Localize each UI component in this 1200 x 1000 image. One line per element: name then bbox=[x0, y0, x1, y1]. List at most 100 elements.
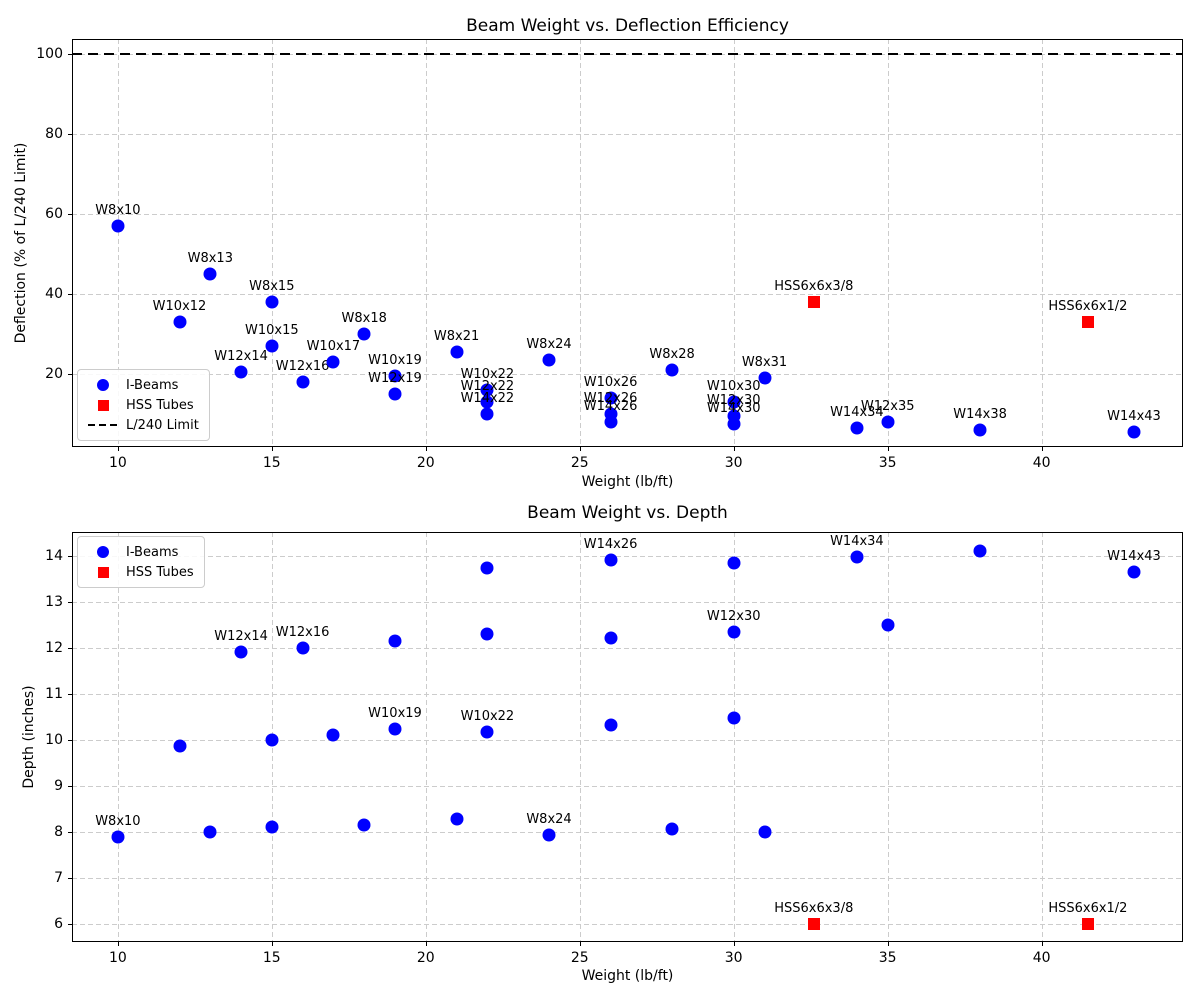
y-tick-mark bbox=[68, 877, 72, 879]
deflection-x-axis-label: Weight (lb/ft) bbox=[581, 474, 674, 490]
y-tick-mark bbox=[68, 214, 72, 215]
data-point bbox=[807, 917, 820, 930]
point-annotation: W8x10 bbox=[95, 813, 141, 829]
data-point bbox=[807, 296, 820, 308]
x-gridline bbox=[579, 39, 581, 447]
data-point bbox=[388, 369, 402, 383]
point-annotation: HSS6x6x1/2 bbox=[1048, 299, 1128, 314]
x-tick-label: 30 bbox=[724, 950, 743, 966]
x-tick-label: 40 bbox=[1032, 455, 1051, 471]
x-tick-label: 10 bbox=[108, 950, 127, 966]
y-tick-mark bbox=[68, 374, 72, 375]
point-annotation: W14x34 bbox=[830, 533, 884, 549]
data-point bbox=[480, 383, 494, 397]
x-gridline bbox=[117, 532, 119, 942]
data-point bbox=[727, 711, 741, 725]
depth-plot-area: W8x10 W12x14 W12x16 W10x19 W10x22 W8x24 W14x26… bbox=[72, 532, 1183, 942]
legend-item: I-Beams bbox=[88, 375, 199, 395]
data-point bbox=[604, 391, 618, 405]
x-tick-mark bbox=[887, 447, 889, 451]
x-tick-mark bbox=[271, 942, 273, 946]
data-point bbox=[480, 407, 494, 421]
point-annotation: W10x15 bbox=[244, 323, 299, 338]
legend-label: L/240 Limit bbox=[126, 417, 199, 433]
data-point bbox=[326, 728, 340, 742]
legend-swatch-shape bbox=[88, 424, 118, 426]
point-annotation: W12x26 bbox=[583, 391, 638, 406]
x-tick-label: 15 bbox=[262, 455, 281, 471]
point-annotation: HSS6x6x3/8 bbox=[774, 900, 854, 916]
legend: I-Beams HSS Tubes bbox=[77, 536, 205, 588]
point-annotation: W12x35 bbox=[860, 399, 915, 414]
point-annotation: W10x19 bbox=[368, 353, 422, 368]
x-tick-mark bbox=[271, 447, 273, 451]
x-tick-label: 35 bbox=[878, 950, 897, 966]
y-gridline bbox=[72, 831, 1183, 833]
data-point bbox=[850, 550, 864, 564]
y-gridline bbox=[72, 647, 1183, 649]
point-annotation: W12x14 bbox=[214, 349, 268, 364]
y-gridline bbox=[72, 785, 1183, 787]
legend-swatch-shape bbox=[97, 566, 109, 578]
x-tick-mark bbox=[117, 447, 119, 451]
depth-y-axis-label: Depth (inches) bbox=[21, 685, 37, 789]
point-annotation: W12x30 bbox=[706, 393, 761, 408]
x-tick-mark bbox=[1041, 942, 1043, 946]
x-tick-mark bbox=[887, 942, 889, 946]
data-point bbox=[326, 355, 340, 369]
y-gridline bbox=[72, 693, 1183, 695]
x-tick-mark bbox=[579, 942, 581, 946]
y-gridline bbox=[72, 739, 1183, 741]
legend-label: HSS Tubes bbox=[126, 397, 194, 413]
x-tick-label: 35 bbox=[878, 455, 897, 471]
data-point bbox=[604, 718, 618, 732]
x-tick-mark bbox=[579, 447, 581, 451]
y-tick-label: 20 bbox=[45, 366, 63, 382]
data-point bbox=[1081, 917, 1094, 930]
data-point bbox=[881, 415, 895, 429]
data-point bbox=[604, 631, 618, 645]
data-point bbox=[604, 553, 618, 567]
x-tick-mark bbox=[733, 942, 735, 946]
x-tick-label: 20 bbox=[416, 950, 435, 966]
data-point bbox=[727, 395, 741, 409]
deflection-chart-title: Beam Weight vs. Deflection Efficiency bbox=[466, 16, 789, 36]
point-annotation: W8x18 bbox=[341, 311, 387, 326]
axes-frame bbox=[72, 532, 1183, 942]
point-annotation: HSS6x6x1/2 bbox=[1048, 900, 1128, 916]
y-tick-label: 10 bbox=[45, 731, 63, 748]
y-tick-mark bbox=[68, 294, 72, 295]
data-point bbox=[480, 725, 494, 739]
point-annotation: W12x30 bbox=[706, 609, 761, 625]
x-gridline bbox=[887, 39, 889, 447]
point-annotation: W8x13 bbox=[187, 251, 233, 266]
point-annotation: HSS6x6x3/8 bbox=[774, 279, 854, 294]
data-point bbox=[480, 395, 494, 409]
point-annotation: W8x15 bbox=[249, 279, 295, 294]
data-point bbox=[604, 415, 618, 429]
data-point bbox=[203, 825, 217, 839]
x-tick-label: 25 bbox=[570, 950, 589, 966]
y-gridline bbox=[72, 134, 1183, 135]
point-annotation: W12x16 bbox=[275, 625, 330, 641]
y-tick-mark bbox=[68, 601, 72, 603]
legend-swatch-shape bbox=[97, 546, 109, 558]
y-tick-mark bbox=[68, 555, 72, 557]
data-point bbox=[296, 375, 310, 389]
circle-marker-icon bbox=[88, 546, 118, 558]
data-point bbox=[480, 561, 494, 575]
data-point bbox=[111, 830, 125, 844]
y-gridline bbox=[72, 374, 1183, 375]
y-tick-mark bbox=[68, 785, 72, 787]
point-annotation: W14x26 bbox=[583, 399, 638, 414]
y-tick-label: 8 bbox=[54, 823, 63, 840]
x-tick-mark bbox=[733, 447, 735, 451]
deflection-plot-area: W8x10 W10x12 W8x13 W12x14 W8x15 W10x15 W12x16 W… bbox=[72, 39, 1183, 447]
y-tick-mark bbox=[68, 54, 72, 55]
point-annotation: W14x38 bbox=[953, 407, 1007, 422]
legend-item: HSS Tubes bbox=[88, 395, 199, 415]
data-point bbox=[296, 641, 310, 655]
y-gridline bbox=[72, 555, 1183, 557]
data-point bbox=[388, 387, 402, 401]
